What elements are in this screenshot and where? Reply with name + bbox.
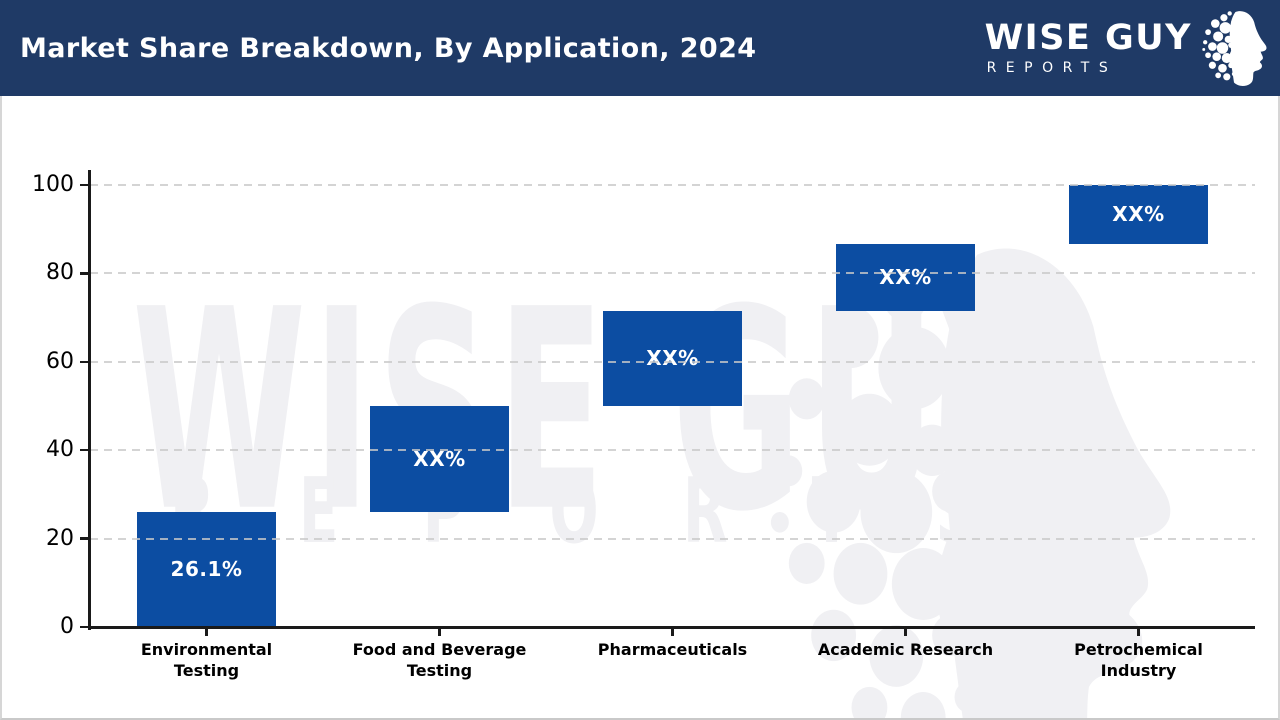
y-tick-label: 20 xyxy=(46,525,74,551)
bar-segment: XX% xyxy=(1069,185,1208,244)
x-tick-mark xyxy=(205,627,208,636)
wise-guy-reports-logo: WISE GUY REPORTS xyxy=(985,6,1270,90)
logo-wordmark-block: WISE GUY REPORTS xyxy=(984,17,1192,76)
chart-figure: WISE GUY R E P O R T S 0 20 40 60 80 100 26.1%… xyxy=(0,96,1280,720)
x-tick-mark xyxy=(438,627,441,636)
logo-face-icon xyxy=(1202,11,1267,87)
x-tick-mark xyxy=(671,627,674,636)
x-category-label-line: Pharmaceuticals xyxy=(597,640,748,659)
x-category-label-line: Petrochemical xyxy=(1074,640,1203,659)
x-category-label-line: Academic Research xyxy=(817,640,994,659)
y-axis-line xyxy=(88,170,91,630)
x-tick-mark xyxy=(904,627,907,636)
x-category-label: Pharmaceuticals xyxy=(558,639,788,660)
grid-line xyxy=(90,184,1255,186)
x-category-label: Petrochemical Industry xyxy=(1024,639,1254,681)
plot-area: 0 20 40 60 80 100 26.1% Environmental Testing XX%… xyxy=(2,96,1278,718)
x-category-label: Academic Research xyxy=(791,639,1021,660)
x-category-label-line: Testing xyxy=(406,661,473,680)
y-tick-label: 40 xyxy=(46,437,74,463)
y-tick-label: 60 xyxy=(46,348,74,374)
bar-segment: XX% xyxy=(836,243,975,311)
grid-line xyxy=(90,537,1255,540)
x-category-label-line: Environmental xyxy=(140,640,273,659)
y-tick-mark xyxy=(80,272,89,275)
x-category-label: Environmental Testing xyxy=(92,639,322,681)
x-category-label-line: Food and Beverage xyxy=(352,640,527,659)
bar-value-label: XX% xyxy=(646,346,699,371)
y-tick-mark xyxy=(80,183,89,187)
y-tick-label: 0 xyxy=(60,614,74,639)
y-tick-label: 80 xyxy=(46,260,74,286)
logo-wordmark: WISE GUY xyxy=(984,17,1192,58)
y-tick-mark xyxy=(80,625,89,629)
grid-line xyxy=(90,360,1255,363)
page-title: Market Share Breakdown, By Application, … xyxy=(20,32,757,64)
bar-value-label: 26.1% xyxy=(170,557,243,582)
header-bar: Market Share Breakdown, By Application, … xyxy=(0,0,1280,96)
logo-subtext: REPORTS xyxy=(986,59,1118,76)
x-tick-mark xyxy=(1137,627,1140,636)
y-tick-mark xyxy=(80,360,89,364)
bar-segment: 26.1% xyxy=(137,511,276,627)
grid-line xyxy=(90,449,1255,452)
y-tick-label: 100 xyxy=(32,172,74,197)
bar-segment: XX% xyxy=(603,310,742,406)
x-category-label-line: Testing xyxy=(173,661,240,680)
y-tick-mark xyxy=(80,537,89,540)
x-category-label: Food and Beverage Testing xyxy=(325,639,555,681)
bar-segment: XX% xyxy=(370,405,509,512)
bar-value-label: XX% xyxy=(879,265,932,290)
y-tick-mark xyxy=(80,448,89,452)
grid-line xyxy=(90,272,1255,275)
bar-value-label: XX% xyxy=(1112,202,1165,227)
x-category-label-line: Industry xyxy=(1100,661,1177,680)
